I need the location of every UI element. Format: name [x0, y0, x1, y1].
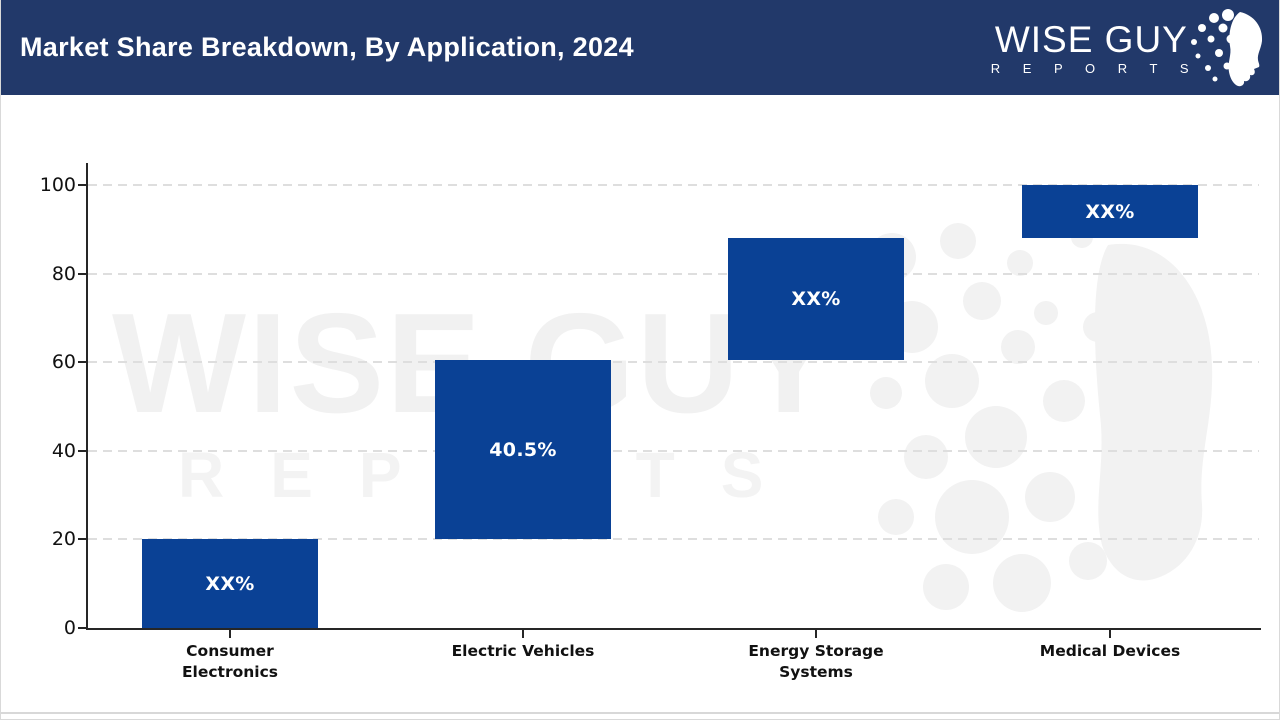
x-category-label-3: Energy Storage Systems	[748, 642, 884, 681]
bar-value-label-4: XX%	[1085, 200, 1135, 223]
x-tick-mark-2	[522, 630, 524, 638]
bar-segment-1: XX%	[142, 539, 318, 628]
y-tick-mark-60	[78, 361, 86, 364]
bar-value-label-3: XX%	[791, 288, 841, 311]
bar-value-label-1: XX%	[205, 572, 255, 595]
bar-segment-3: XX%	[728, 238, 904, 360]
y-tick-mark-40	[78, 449, 86, 452]
logo-wordmark: WISE GUY	[994, 18, 1188, 60]
logo-text: WISE GUY R E P O R T S	[985, 18, 1198, 76]
x-tick-mark-1	[229, 630, 231, 638]
y-axis-line	[86, 163, 88, 630]
x-tick-mark-3	[815, 630, 817, 638]
wise-guy-reports-logo: WISE GUY R E P O R T S	[985, 8, 1268, 88]
gridline-80	[88, 272, 1259, 275]
logo-head-icon	[1191, 9, 1263, 87]
gridline-100	[88, 184, 1259, 186]
bar-value-label-2: 40.5%	[489, 438, 557, 461]
y-tick-label-60: 60	[51, 351, 76, 374]
gridline-40	[88, 449, 1259, 452]
y-tick-mark-80	[78, 272, 86, 275]
y-tick-label-0: 0	[63, 617, 76, 639]
x-tick-mark-4	[1109, 630, 1111, 638]
footer-divider-line	[0, 712, 1280, 714]
chart-title: Market Share Breakdown, By Application, …	[20, 32, 634, 62]
gridline-60	[88, 361, 1259, 364]
y-tick-label-40: 40	[51, 439, 76, 462]
bar-segment-2: 40.5%	[435, 359, 611, 540]
y-tick-label-20: 20	[51, 528, 76, 551]
gridline-20	[88, 538, 1259, 541]
y-tick-mark-20	[78, 538, 86, 541]
y-tick-mark-100	[78, 184, 86, 186]
x-category-label-1: Consumer Electronics	[181, 642, 279, 681]
header-bar: Market Share Breakdown, By Application, …	[0, 0, 1280, 95]
y-tick-mark-0	[78, 627, 86, 629]
x-category-label-4: Medical Devices	[1039, 642, 1181, 660]
x-axis-line	[86, 628, 1261, 630]
y-tick-label-80: 80	[51, 262, 76, 285]
x-category-label-2: Electric Vehicles	[451, 642, 595, 660]
logo-subtext: R E P O R T S	[990, 60, 1198, 76]
y-tick-label-100: 100	[39, 174, 76, 196]
bar-segment-4: XX%	[1022, 185, 1198, 239]
